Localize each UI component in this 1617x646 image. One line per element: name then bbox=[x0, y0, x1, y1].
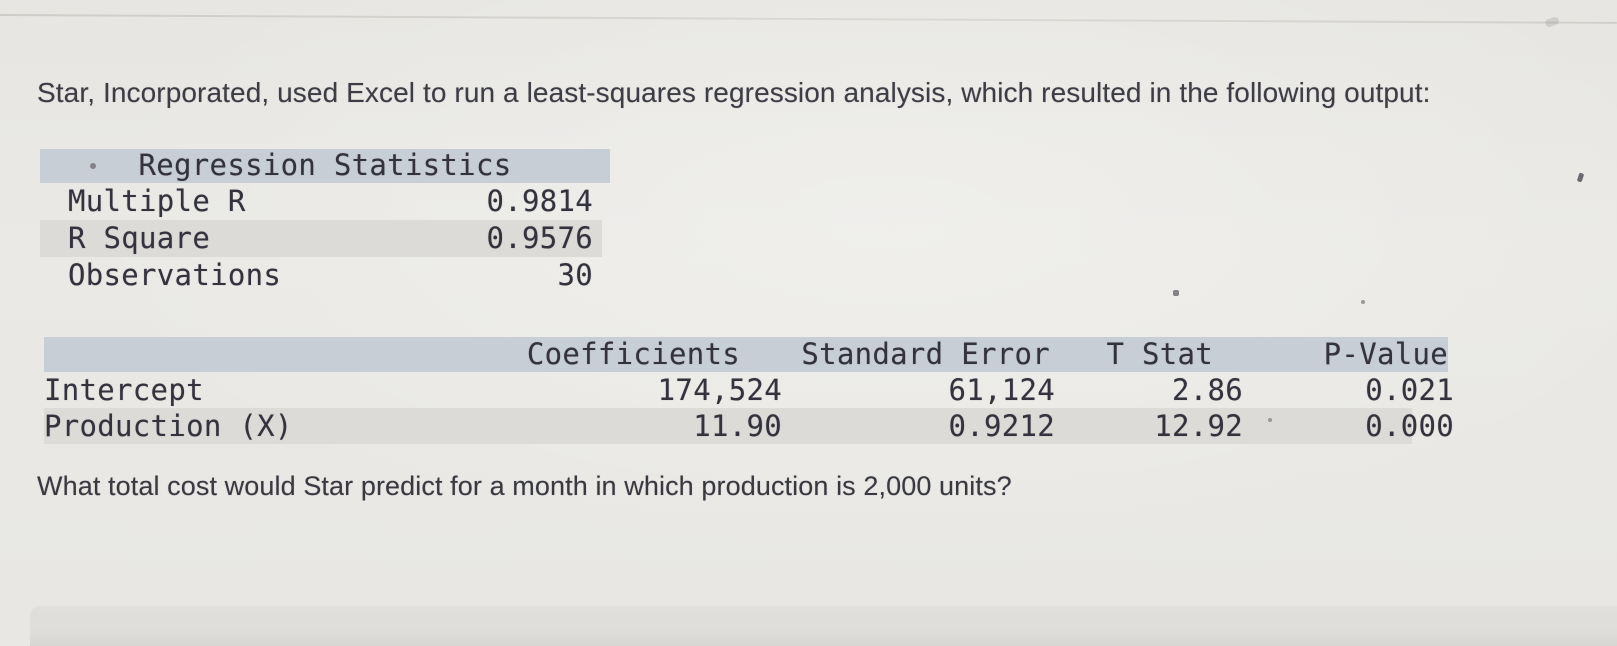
table-row: Intercept 174,524 61,124 2.86 0.021 bbox=[44, 372, 1454, 408]
header-spacer bbox=[44, 337, 320, 372]
row-label: Intercept bbox=[44, 373, 204, 407]
coefficient-value: 11.90 bbox=[693, 409, 782, 443]
table-row: Production (X) 11.90 0.9212 12.92 0.000 bbox=[44, 408, 1454, 444]
bullet-icon bbox=[90, 163, 96, 169]
dust-speck bbox=[1544, 15, 1560, 29]
coefficients-table: Coefficients Standard Error T Stat P-Val… bbox=[44, 337, 1454, 444]
standard-error-value: 61,124 bbox=[948, 373, 1055, 407]
p-value: 0.000 bbox=[1365, 409, 1454, 443]
column-header-t-stat: T Stat bbox=[1106, 337, 1213, 371]
regression-statistics-title: Regression Statistics bbox=[138, 148, 512, 182]
column-header-coefficients: Coefficients bbox=[526, 337, 740, 371]
dust-speck bbox=[1173, 290, 1179, 296]
stat-value: 30 bbox=[557, 258, 593, 292]
standard-error-value: 0.9212 bbox=[948, 409, 1055, 443]
stat-value: 0.9814 bbox=[486, 184, 593, 218]
dust-speck bbox=[1268, 418, 1272, 422]
regression-statistics-table: Regression Statistics Multiple R 0.9814 … bbox=[40, 149, 610, 294]
column-header-standard-error: Standard Error bbox=[801, 337, 1050, 371]
regression-statistics-header-row: Regression Statistics bbox=[40, 149, 610, 183]
row-label: Production (X) bbox=[44, 409, 293, 443]
stat-value: 0.9576 bbox=[486, 221, 593, 255]
stat-label: R Square bbox=[68, 221, 211, 255]
column-header-p-value: P-Value bbox=[1323, 337, 1448, 371]
coefficients-header-row: Coefficients Standard Error T Stat P-Val… bbox=[44, 337, 1454, 372]
cursor-artifact-mark bbox=[1576, 172, 1585, 183]
p-value: 0.021 bbox=[1365, 373, 1454, 407]
stat-label: Multiple R bbox=[68, 184, 246, 218]
table-row: R Square 0.9576 bbox=[40, 220, 610, 257]
question-text: What total cost would Star predict for a… bbox=[37, 471, 1012, 501]
question-intro-text: Star, Incorporated, used Excel to run a … bbox=[37, 77, 1431, 108]
table-row: Multiple R 0.9814 bbox=[40, 183, 610, 220]
dust-speck bbox=[1361, 300, 1365, 304]
t-stat-value: 12.92 bbox=[1154, 409, 1243, 443]
coefficient-value: 174,524 bbox=[657, 373, 782, 407]
stat-label: Observations bbox=[68, 258, 282, 292]
t-stat-value: 2.86 bbox=[1171, 373, 1243, 407]
table-row: Observations 30 bbox=[40, 257, 610, 294]
screen-glare-line bbox=[0, 14, 1617, 24]
answer-panel-edge bbox=[30, 606, 1617, 646]
